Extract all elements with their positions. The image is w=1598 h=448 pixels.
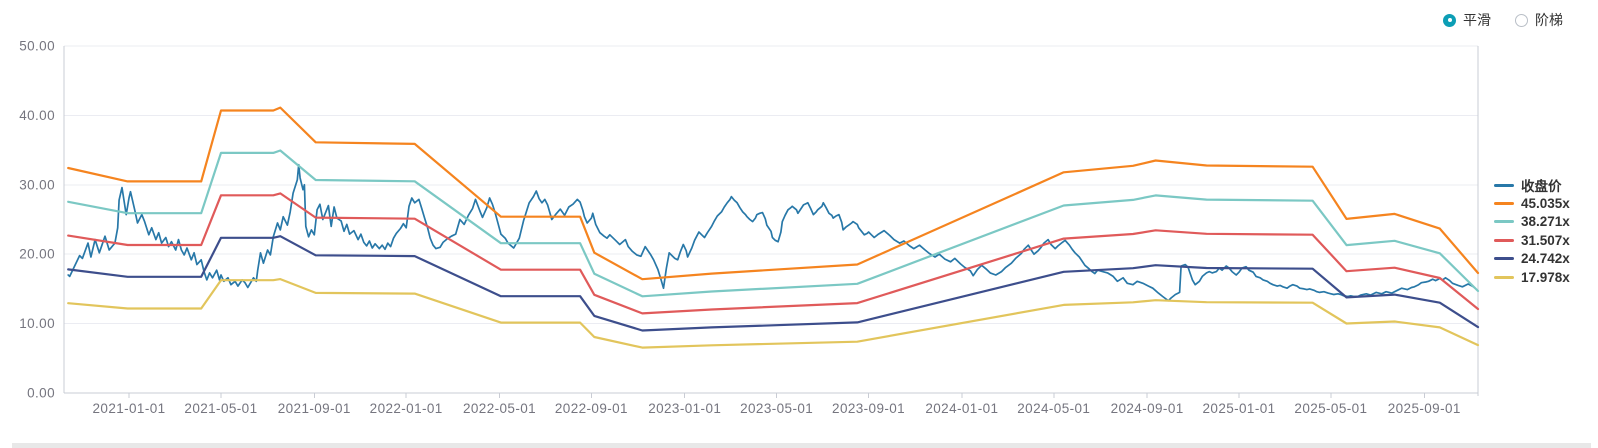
- x-axis-label: 2022-05-01: [463, 401, 536, 416]
- band-line-38.271x: [67, 149, 1480, 298]
- y-axis-label: 10.00: [19, 316, 55, 331]
- y-axis-label: 20.00: [19, 247, 55, 262]
- radio-option-step[interactable]: 阶梯: [1515, 10, 1563, 30]
- x-axis-label: 2025-01-01: [1203, 401, 1276, 416]
- legend-item-45.035x[interactable]: 45.035x: [1494, 194, 1570, 212]
- x-axis-label: 2024-05-01: [1017, 401, 1090, 416]
- legend-swatch-icon: [1494, 238, 1514, 242]
- x-axis-label: 2021-09-01: [278, 401, 351, 416]
- legend-swatch-icon: [1494, 202, 1514, 206]
- radio-label: 平滑: [1463, 12, 1491, 28]
- x-axis-label: 2025-09-01: [1388, 401, 1461, 416]
- x-axis-label: 2025-05-01: [1294, 401, 1367, 416]
- grid: [63, 45, 1479, 396]
- band-line-45.035x: [67, 106, 1480, 281]
- x-axis-label: 2024-09-01: [1111, 401, 1184, 416]
- band-line-24.742x: [67, 235, 1480, 332]
- legend-item-17.978x[interactable]: 17.978x: [1494, 268, 1570, 286]
- x-axis-label: 2022-01-01: [370, 401, 443, 416]
- y-axis-label: 40.00: [19, 108, 55, 123]
- legend-item-31.507x[interactable]: 31.507x: [1494, 231, 1570, 249]
- y-axis-label: 30.00: [19, 177, 55, 192]
- x-axis-label: 2023-01-01: [648, 401, 721, 416]
- x-axis-label: 2023-09-01: [832, 401, 905, 416]
- x-axis-label: 2022-09-01: [555, 401, 628, 416]
- legend-swatch-icon: [1494, 257, 1514, 261]
- radio-label: 阶梯: [1535, 12, 1563, 28]
- y-axis-label: 50.00: [19, 39, 55, 54]
- radio-unselected-icon: [1515, 13, 1528, 27]
- x-axis-label: 2023-05-01: [740, 401, 813, 416]
- legend-item-收盘价[interactable]: 收盘价: [1494, 176, 1570, 194]
- legend-item-24.742x[interactable]: 24.742x: [1494, 250, 1570, 268]
- x-axis-label: 2024-01-01: [925, 401, 998, 416]
- x-axis-label: 2021-05-01: [184, 401, 257, 416]
- legend-label: 17.978x: [1521, 269, 1570, 285]
- legend-label: 收盘价: [1521, 179, 1562, 195]
- chart-legend: 收盘价 45.035x 38.271x 31.507x 24.742x 17.978x: [1494, 176, 1570, 286]
- legend-label: 38.271x: [1521, 214, 1570, 230]
- horizontal-scrollbar-track: [12, 443, 1591, 448]
- legend-label: 45.035x: [1521, 196, 1570, 212]
- legend-label: 31.507x: [1521, 232, 1570, 248]
- y-axis-label: 0.00: [27, 386, 55, 401]
- legend-swatch-icon: [1494, 220, 1514, 224]
- legend-swatch-icon: [1494, 275, 1514, 279]
- legend-swatch-icon: [1494, 183, 1514, 187]
- smoothing-radio-group: 平滑 阶梯: [1443, 10, 1563, 30]
- legend-label: 24.742x: [1521, 251, 1570, 267]
- band-line-31.507x: [67, 192, 1480, 315]
- radio-option-smooth[interactable]: 平滑: [1443, 10, 1491, 30]
- radio-selected-icon: [1443, 13, 1456, 27]
- band-line-17.978x: [67, 278, 1480, 349]
- legend-item-38.271x[interactable]: 38.271x: [1494, 213, 1570, 231]
- close-price-line: [67, 163, 1477, 302]
- x-axis-label: 2021-01-01: [93, 401, 166, 416]
